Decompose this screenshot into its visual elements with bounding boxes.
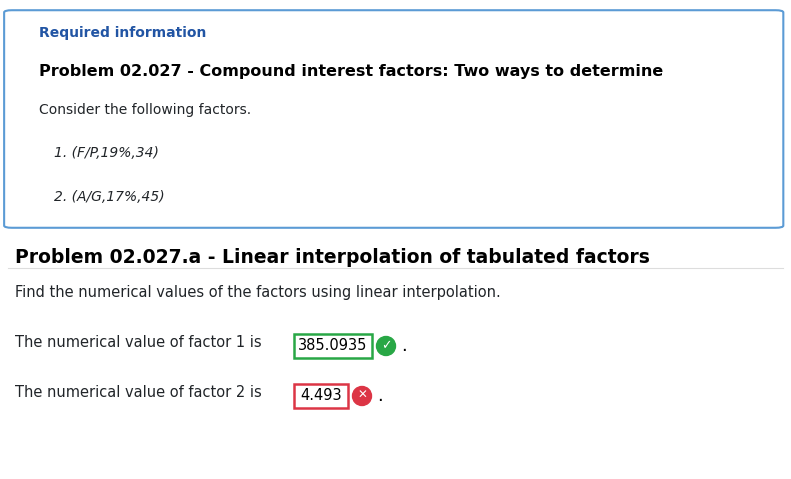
Text: The numerical value of factor 2 is: The numerical value of factor 2 is xyxy=(15,385,262,400)
Text: 385.0935: 385.0935 xyxy=(298,339,368,354)
Text: 2. (A/G,17%,45): 2. (A/G,17%,45) xyxy=(55,190,165,204)
Text: Required information: Required information xyxy=(39,26,206,40)
FancyBboxPatch shape xyxy=(294,384,348,408)
FancyBboxPatch shape xyxy=(4,10,783,228)
Text: Problem 02.027.a - Linear interpolation of tabulated factors: Problem 02.027.a - Linear interpolation … xyxy=(15,248,650,267)
Circle shape xyxy=(377,337,396,355)
Text: Find the numerical values of the factors using linear interpolation.: Find the numerical values of the factors… xyxy=(15,285,501,300)
Text: Consider the following factors.: Consider the following factors. xyxy=(39,103,251,117)
Text: .: . xyxy=(401,337,407,355)
Text: The numerical value of factor 1 is: The numerical value of factor 1 is xyxy=(15,335,262,350)
FancyBboxPatch shape xyxy=(294,334,372,358)
Text: .: . xyxy=(377,387,383,405)
Text: 4.493: 4.493 xyxy=(301,388,342,403)
Text: Problem 02.027 - Compound interest factors: Two ways to determine: Problem 02.027 - Compound interest facto… xyxy=(39,64,663,79)
Text: ✕: ✕ xyxy=(357,389,367,402)
Circle shape xyxy=(353,387,372,406)
Text: 1. (F/P,19%,34): 1. (F/P,19%,34) xyxy=(55,146,159,160)
Text: ✓: ✓ xyxy=(380,339,392,352)
